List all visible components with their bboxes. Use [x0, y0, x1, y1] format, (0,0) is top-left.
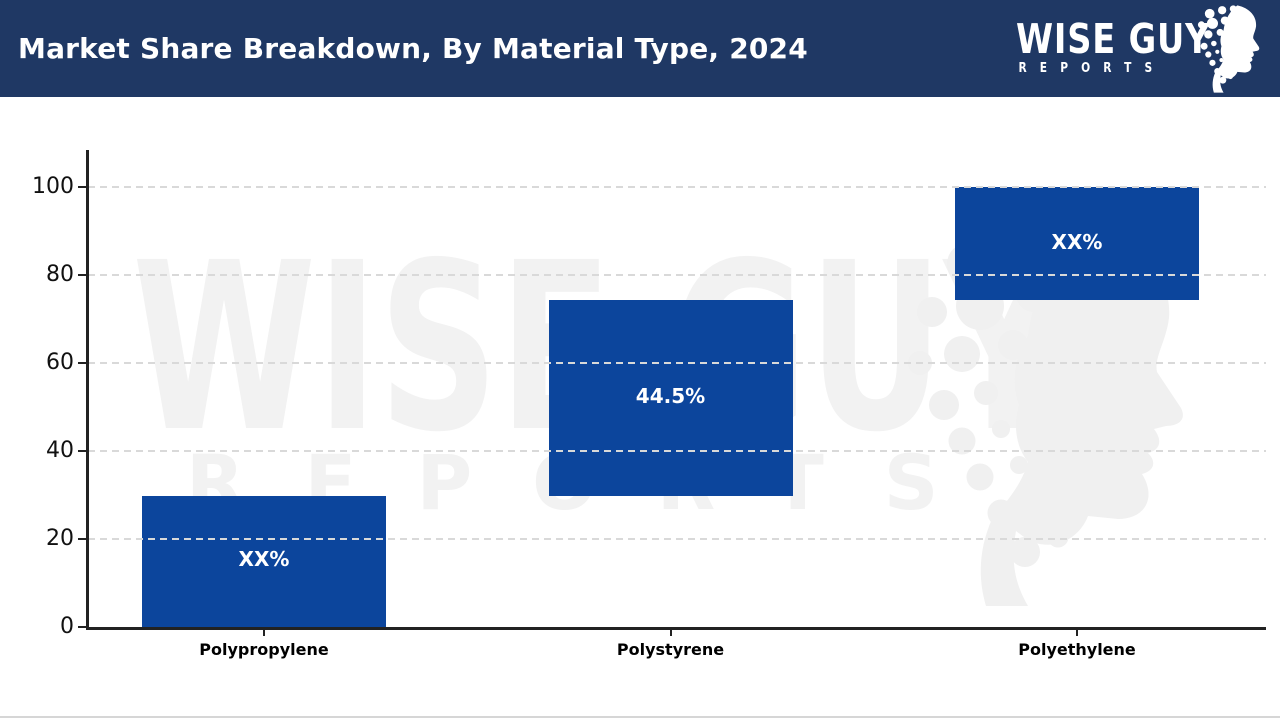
- x-tick-2: [669, 627, 672, 636]
- bar-polystyrene: 44.5%: [548, 300, 793, 496]
- y-tick-80: [78, 274, 86, 276]
- y-tick-0: [78, 626, 86, 628]
- y-axis-spine: [86, 150, 89, 629]
- y-tick-label-20: 20: [46, 526, 74, 551]
- y-tick-label-0: 0: [60, 614, 74, 639]
- y-tick-label-40: 40: [46, 438, 74, 463]
- y-tick-40: [78, 450, 86, 452]
- wiseguy-reports-logo: WISE GUY REPORTS: [1016, 0, 1266, 97]
- x-tick-1: [263, 627, 265, 636]
- y-tick-label-60: 60: [46, 350, 74, 375]
- x-axis-spine: [86, 627, 1266, 630]
- wiseguy-face-logo-icon: [1195, 5, 1260, 93]
- x-axis-label-polystyrene: Polystyrene: [616, 640, 725, 659]
- bar-value-label: 44.5%: [635, 383, 706, 408]
- x-axis-label-polyethylene: Polyethylene: [1018, 640, 1136, 659]
- logo-reports-text: REPORTS: [1018, 61, 1166, 76]
- x-axis-label-polypropylene: Polypropylene: [199, 640, 329, 659]
- y-tick-60: [78, 362, 86, 364]
- y-tick-label-80: 80: [46, 262, 74, 287]
- bar-polypropylene: XX%: [142, 495, 386, 627]
- y-tick-label-100: 100: [32, 174, 74, 199]
- page-title: Market Share Breakdown, By Material Type…: [18, 32, 808, 65]
- header-bar: Market Share Breakdown, By Material Type…: [0, 0, 1280, 97]
- x-tick-3: [1076, 627, 1078, 636]
- bar-value-label: XX%: [238, 547, 290, 572]
- bottom-divider: [0, 716, 1280, 718]
- y-tick-100: [78, 186, 86, 188]
- y-tick-20: [78, 538, 86, 540]
